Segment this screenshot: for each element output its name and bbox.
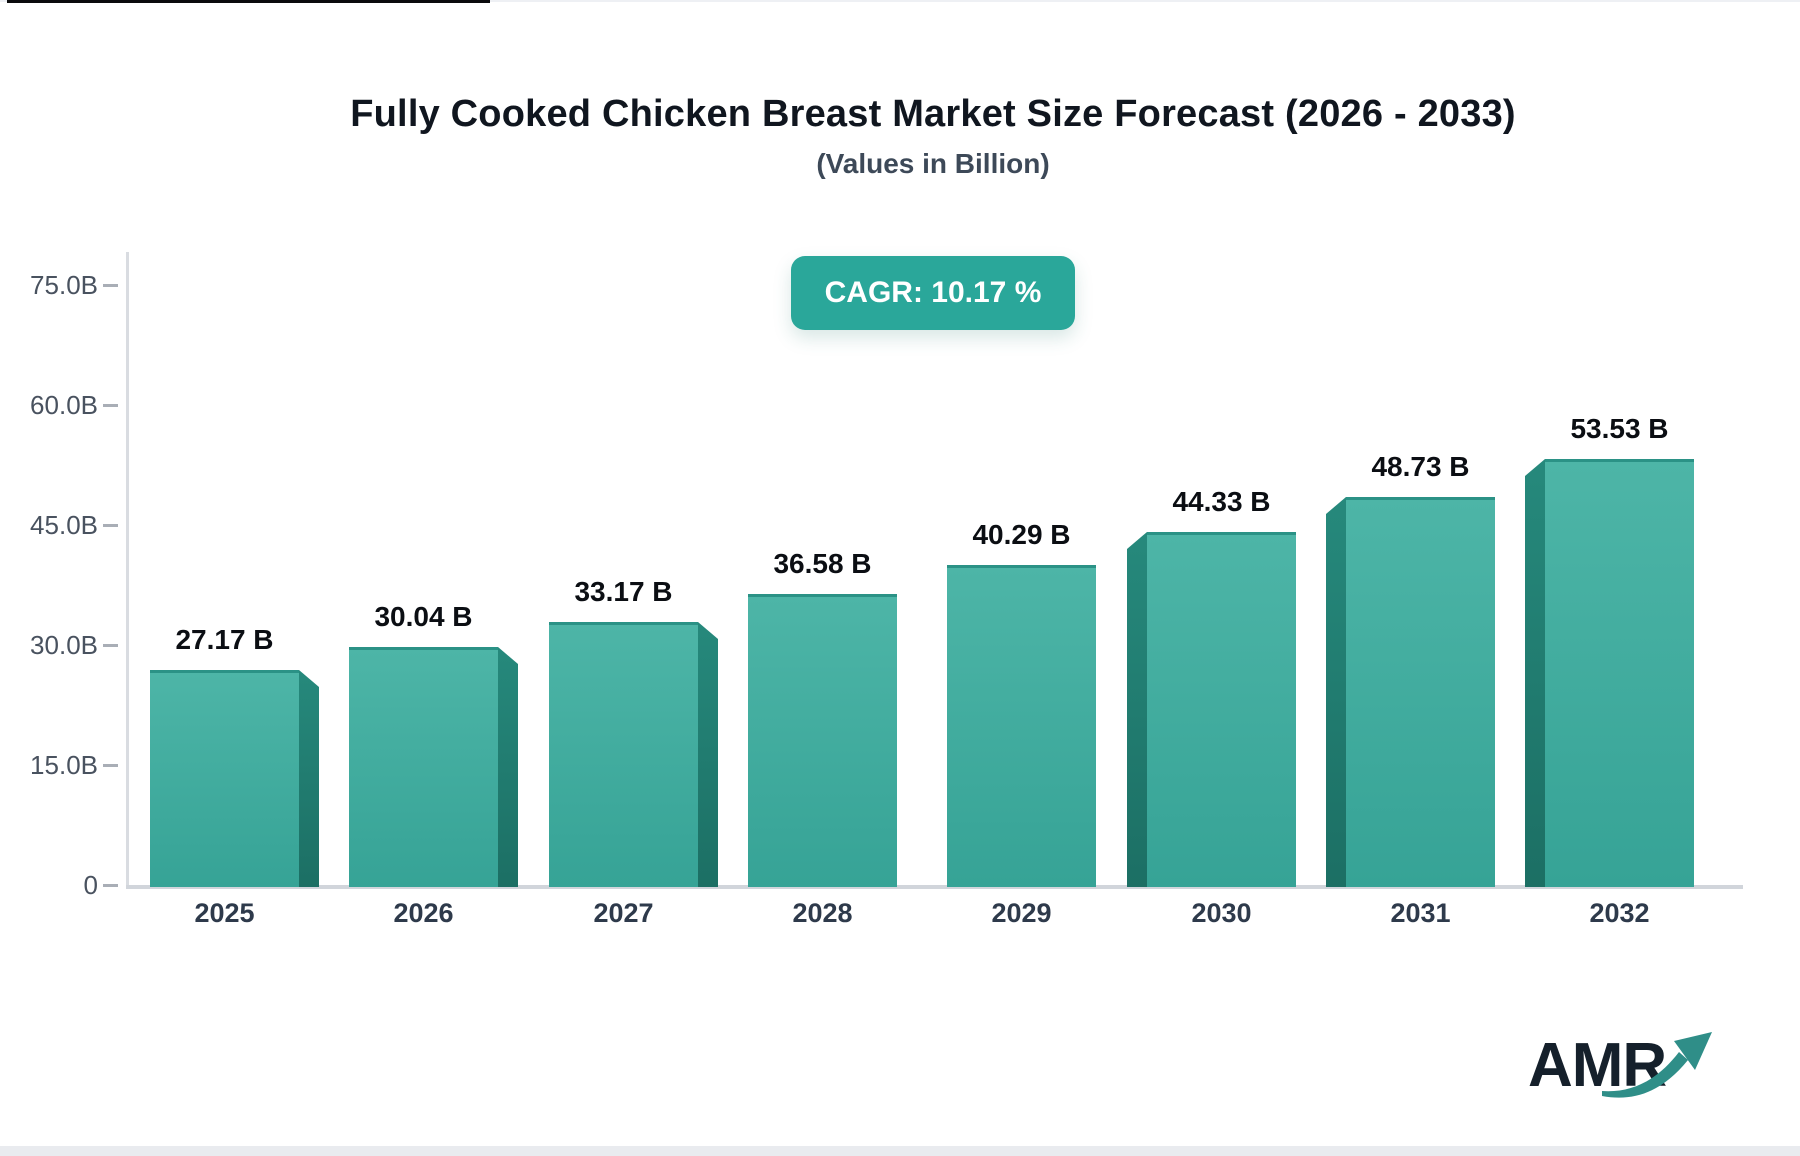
bar-3d-side-2031 [1326,497,1346,887]
logo-growth-arrow-icon [1602,1032,1712,1098]
y-axis-line [126,252,129,889]
bar-value-label: 48.73 B [1371,451,1470,482]
x-tick-label: 2027 [593,898,654,928]
bar-value-label: 44.33 B [1172,486,1271,517]
bar-2028 [748,594,897,887]
bar-3d-side-2032 [1525,459,1545,887]
bar-value-label: 33.17 B [574,576,673,607]
x-axis-baseline [126,885,1743,889]
y-tick-label: 0 [83,870,98,900]
bar-2027 [549,622,698,887]
window-top-partial-bar [7,0,490,3]
bar-3d-side-2030 [1127,532,1147,887]
bar-3d-side-2026 [498,647,518,887]
bar-2025 [150,670,299,887]
cagr-badge: CAGR: 10.17 % [791,256,1075,330]
chart-subtitle: (Values in Billion) [816,148,1050,179]
window-bottom-edge [0,1146,1800,1156]
x-tick-label: 2031 [1390,898,1451,928]
window-top-edge [0,0,1800,2]
bar-value-label: 36.58 B [773,548,872,579]
bar-value-label: 53.53 B [1570,413,1669,444]
y-tick-mark [103,404,118,407]
x-tick-label: 2026 [393,898,454,928]
bar-3d-side-2025 [299,670,319,887]
y-tick-label: 30.0B [30,630,98,660]
y-tick-label: 15.0B [30,750,98,780]
bar-2026 [349,647,498,887]
y-tick-label: 45.0B [30,510,98,540]
y-tick-mark [103,644,118,647]
y-tick-mark [103,764,118,767]
y-tick-label: 60.0B [30,390,98,420]
bar-value-label: 30.04 B [374,601,473,632]
x-tick-label: 2030 [1191,898,1252,928]
y-tick-mark [103,284,118,287]
x-tick-label: 2025 [194,898,255,928]
bar-2032 [1545,459,1694,887]
chart-title: Fully Cooked Chicken Breast Market Size … [350,93,1516,135]
x-tick-label: 2028 [792,898,853,928]
bar-2029 [947,565,1096,887]
cagr-badge-label: CAGR: 10.17 % [824,276,1042,309]
x-tick-label: 2029 [991,898,1052,928]
y-tick-label: 75.0B [30,270,98,300]
bar-2030 [1147,532,1296,887]
bar-value-label: 27.17 B [175,624,274,655]
bar-3d-side-2027 [698,622,718,887]
x-tick-label: 2032 [1589,898,1650,928]
bar-2031 [1346,497,1495,887]
y-tick-mark [103,524,118,527]
bar-value-label: 40.29 B [972,519,1071,550]
y-tick-mark [103,884,118,887]
